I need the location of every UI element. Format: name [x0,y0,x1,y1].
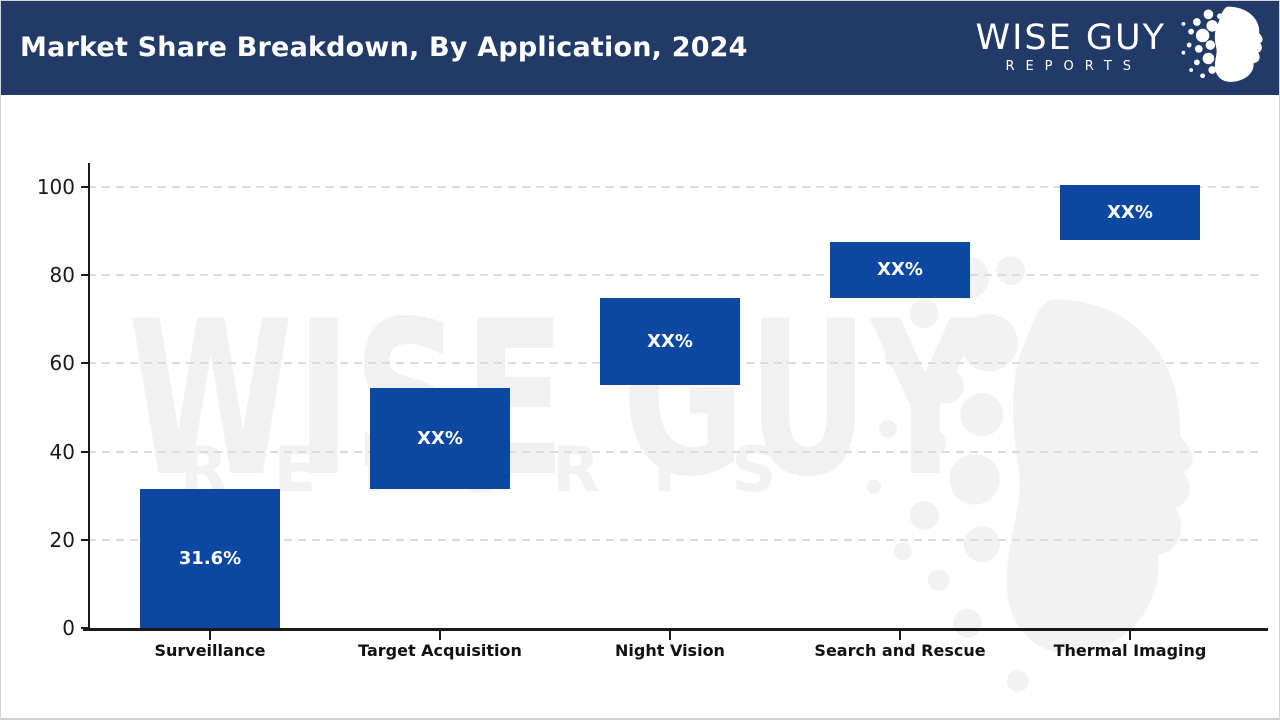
y-tick-mark [81,274,88,277]
watermark-text-1: WISE GUY [128,277,982,525]
x-tick-mark [669,631,671,640]
x-category-label: Search and Rescue [814,641,986,660]
x-tick-mark [209,631,211,640]
bar-value-label: XX% [1107,202,1153,224]
bar-value-label: XX% [647,331,693,353]
x-tick-mark [899,631,901,640]
x-category-label: Night Vision [615,641,725,660]
y-tick-mark [81,450,88,453]
x-axis-line [83,628,1268,631]
bar-night-vision: XX% [600,298,740,386]
y-tick-label: 40 [49,439,75,464]
y-gridline-20 [88,538,1263,541]
y-tick-label: 60 [49,351,75,376]
watermark-face-icon [845,210,1205,724]
bar-search-and-rescue: XX% [830,242,970,298]
x-category-label: Surveillance [154,641,266,660]
y-tick-label: 20 [49,527,75,552]
page-title: Market Share Breakdown, By Application, … [20,32,748,63]
x-category-label: Target Acquisition [358,641,522,660]
x-tick-mark [1129,631,1131,640]
bar-surveillance: 31.6% [140,488,280,628]
y-tick-mark [81,186,88,188]
y-tick-label: 80 [49,263,75,288]
brand-logo-text: WISE GUY REPORTS [975,18,1166,75]
y-gridline-100 [88,186,1263,188]
brand-subname: REPORTS [1005,59,1143,74]
y-tick-mark [81,538,88,541]
y-tick-mark [81,362,88,365]
y-tick-label: 100 [36,175,75,199]
brand-name: WISE GUY [975,18,1166,58]
bar-value-label: XX% [417,427,463,449]
y-tick-label: 0 [62,616,75,640]
x-category-label: Thermal Imaging [1053,641,1207,660]
brand-face-icon [1170,2,1266,94]
y-gridline-40 [88,450,1263,453]
y-gridline-80 [88,274,1263,277]
y-axis-line [88,163,90,631]
header-bar: Market Share Breakdown, By Application, … [0,0,1280,95]
bar-target-acquisition: XX% [370,387,510,489]
x-tick-mark [439,631,441,640]
bar-thermal-imaging: XX% [1060,185,1200,241]
bar-value-label: 31.6% [178,547,242,569]
chart-area: WISE GUY REPORTS 02040608010031.6%Survei… [0,95,1280,720]
brand-logo: WISE GUY REPORTS [975,2,1280,94]
bar-value-label: XX% [877,259,923,281]
